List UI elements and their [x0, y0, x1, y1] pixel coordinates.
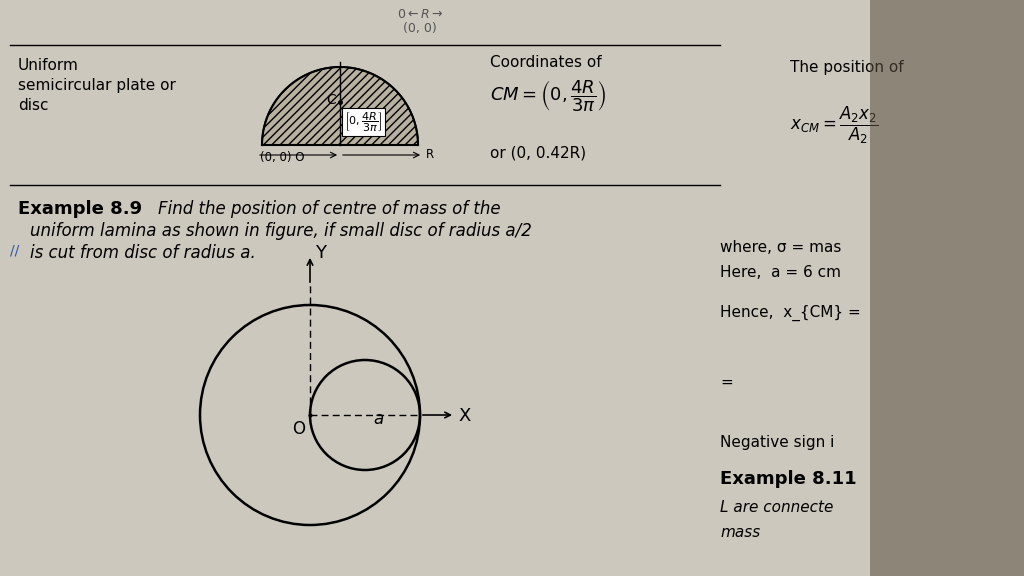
Text: R: R	[426, 149, 434, 161]
Polygon shape	[262, 67, 418, 145]
Text: $\left[0,\dfrac{4R}{3\pi}\right]$: $\left[0,\dfrac{4R}{3\pi}\right]$	[344, 110, 383, 134]
Text: where, σ = mas: where, σ = mas	[720, 240, 842, 255]
Text: (0, 0) O: (0, 0) O	[260, 151, 304, 164]
Text: O: O	[292, 420, 305, 438]
Text: =: =	[720, 375, 733, 390]
Text: or (0, 0.42R): or (0, 0.42R)	[490, 145, 586, 160]
Text: disc: disc	[18, 98, 48, 113]
Text: Find the position of centre of mass of the: Find the position of centre of mass of t…	[158, 200, 501, 218]
Text: Negative sign i: Negative sign i	[720, 435, 835, 450]
Text: $x_{CM} = \dfrac{A_2 x_2}{A_2}$: $x_{CM} = \dfrac{A_2 x_2}{A_2}$	[790, 105, 879, 146]
Text: a: a	[373, 410, 383, 428]
FancyBboxPatch shape	[870, 0, 1024, 576]
Text: semicircular plate or: semicircular plate or	[18, 78, 176, 93]
Text: Coordinates of: Coordinates of	[490, 55, 602, 70]
Text: The position of: The position of	[790, 60, 903, 75]
Text: is cut from disc of radius a.: is cut from disc of radius a.	[30, 244, 256, 262]
Text: //: //	[10, 244, 19, 258]
Text: $0\leftarrow R \rightarrow$: $0\leftarrow R \rightarrow$	[397, 8, 443, 21]
Text: mass: mass	[720, 525, 760, 540]
Text: Hence,  x_{CM} =: Hence, x_{CM} =	[720, 305, 861, 321]
Text: (0, 0): (0, 0)	[403, 22, 437, 35]
Text: Example 8.11: Example 8.11	[720, 470, 857, 488]
Text: Uniform: Uniform	[18, 58, 79, 73]
Text: Example 8.9: Example 8.9	[18, 200, 142, 218]
Text: C: C	[326, 93, 336, 107]
Text: Y: Y	[315, 244, 326, 262]
Text: L are connecte: L are connecte	[720, 500, 834, 515]
Text: $CM = \left(0,\dfrac{4R}{3\pi}\right)$: $CM = \left(0,\dfrac{4R}{3\pi}\right)$	[490, 78, 606, 113]
Text: Here,  a = 6 cm: Here, a = 6 cm	[720, 265, 841, 280]
Text: uniform lamina as shown in figure, if small disc of radius a/2: uniform lamina as shown in figure, if sm…	[30, 222, 531, 240]
Text: X: X	[458, 407, 470, 425]
